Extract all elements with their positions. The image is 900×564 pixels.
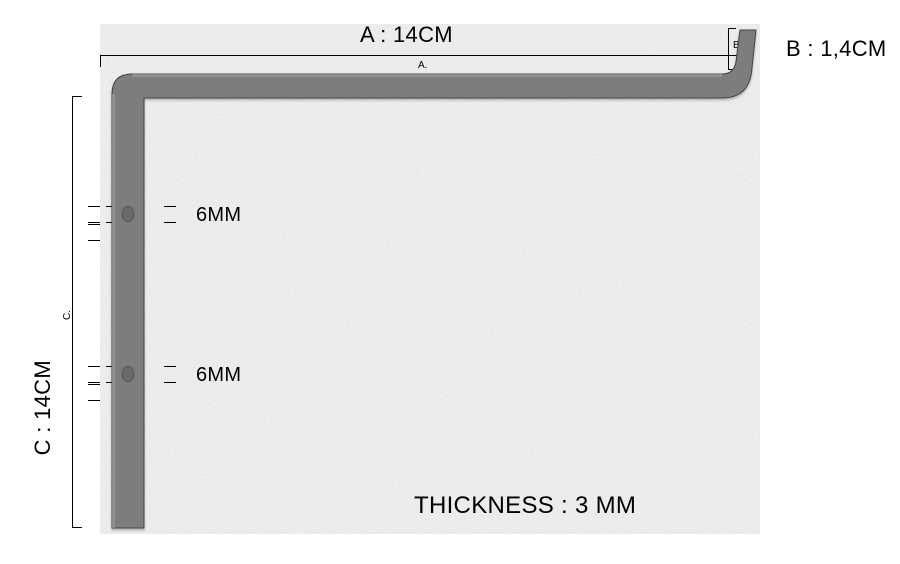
diagram-canvas: A : 14CM B : 1,4CM C : 14CM 6MM 6MM THIC… — [0, 0, 900, 564]
dimension-c-label: C : 14CM — [30, 360, 56, 455]
dimension-c-bar — [72, 96, 89, 528]
dimension-b-label: B : 1,4CM — [786, 36, 887, 62]
bracket-icon — [100, 24, 760, 534]
